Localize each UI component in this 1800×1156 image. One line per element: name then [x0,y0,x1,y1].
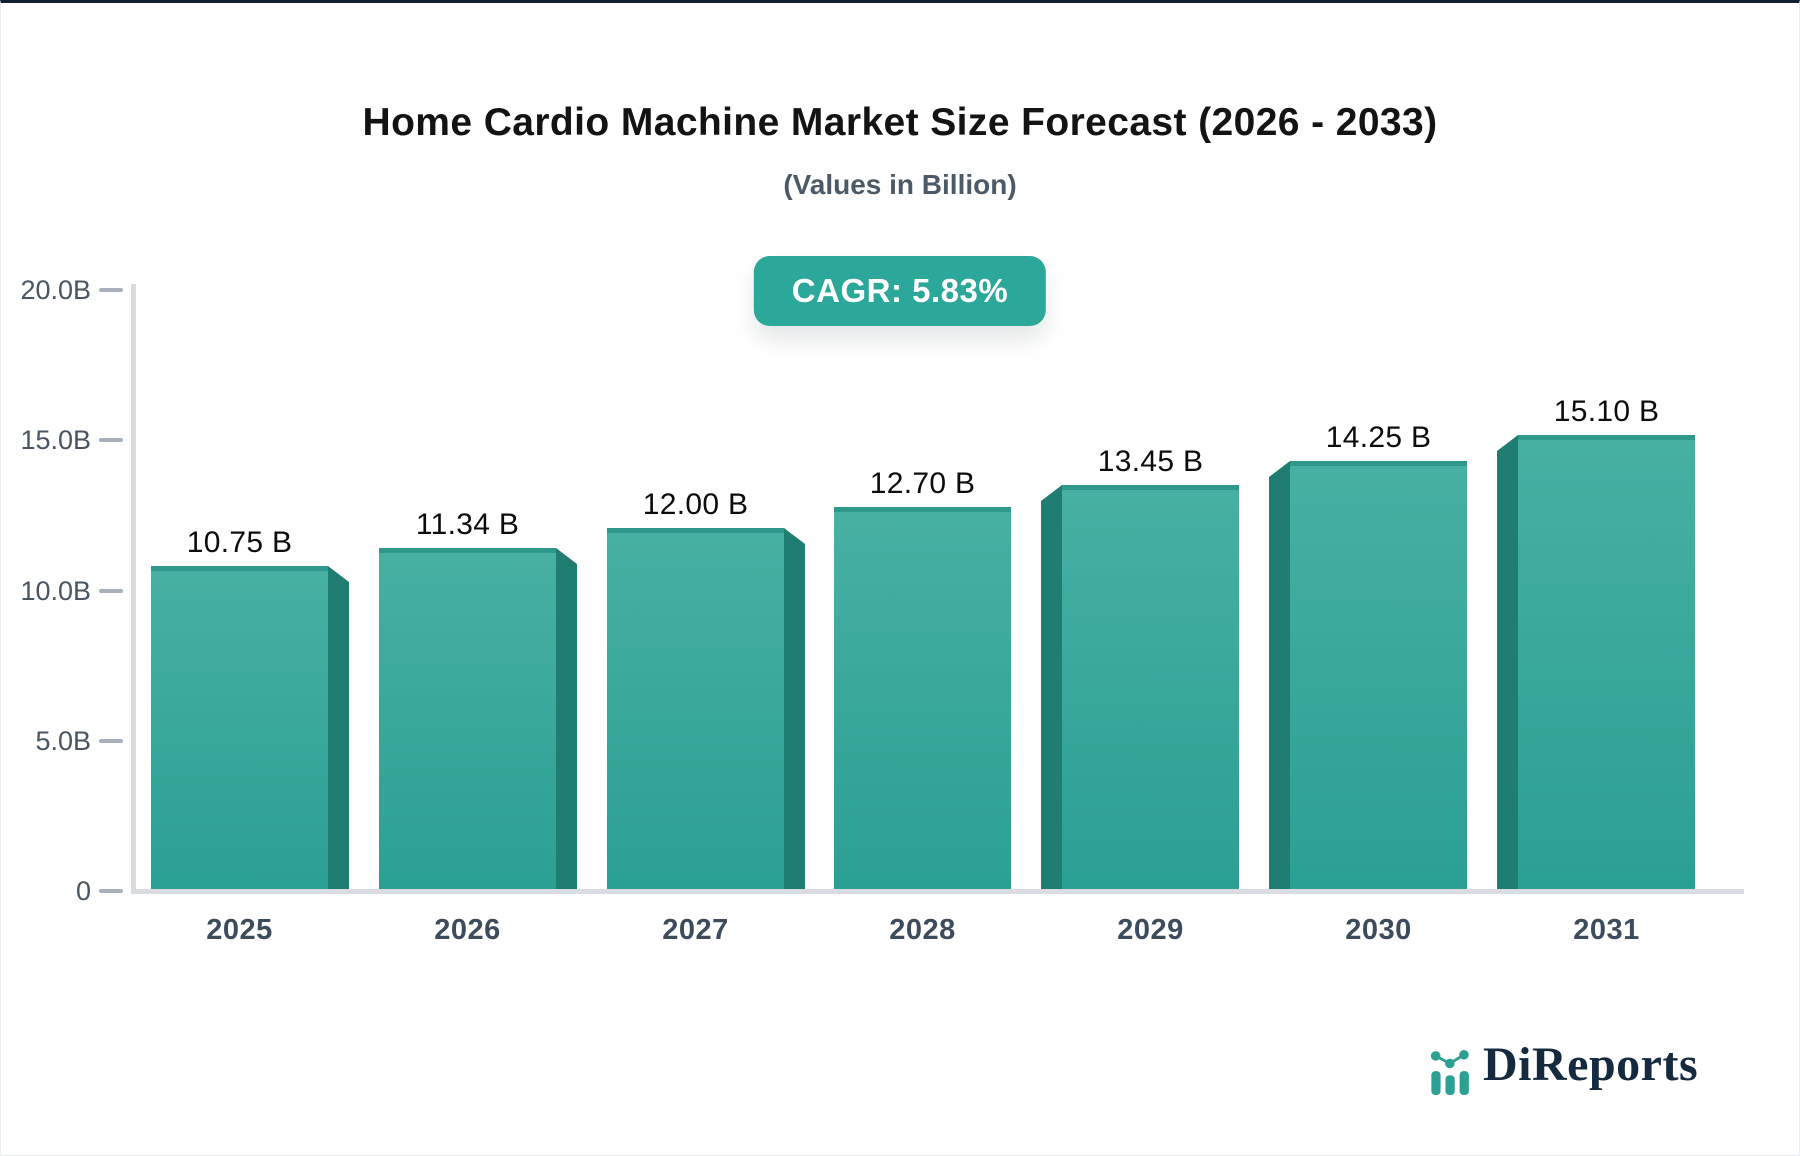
bar-value-label: 11.34 B [415,508,520,541]
y-tick-mark [99,589,123,593]
bar-value-label: 12.00 B [642,488,749,521]
y-axis-line [131,284,136,894]
mini-bar-chart-icon [1431,1050,1469,1095]
x-axis-category-label: 2029 [1117,914,1184,946]
bar-3d-side-2031 [1497,435,1518,889]
bar-2030 [1290,461,1467,889]
y-tick-label: 15.0B [20,425,91,455]
y-tick-mark [99,438,123,442]
y-tick-label: 10.0B [20,576,91,606]
bar-2025 [151,566,328,889]
brand-name: DiReports [1483,1038,1699,1091]
bar-3d-side-2029 [1041,485,1062,889]
bar-value-label: 13.45 B [1097,445,1204,478]
cagr-badge: CAGR: 5.83% [753,256,1047,326]
bar-3d-side-2030 [1269,461,1290,889]
y-tick-label: 5.0B [35,726,91,756]
bar-2031 [1518,435,1695,889]
bar-value-label: 10.75 B [186,526,293,559]
x-axis-category-label: 2031 [1573,914,1640,946]
bar-chart-plot-area: 20.0B 15.0B 10.0B 5.0B 0 10.75 B 2025 11.34 B 20… [1,3,1799,1155]
bar-value-label: 12.70 B [869,467,976,500]
x-axis-category-label: 2027 [662,914,729,946]
y-tick-mark [99,739,123,743]
x-axis-baseline [131,889,1744,894]
x-axis-category-label: 2025 [206,914,273,946]
x-axis-category-label: 2026 [434,914,501,946]
bar-2026 [379,548,556,889]
y-tick-mark [99,288,123,292]
bar-value-label: 14.25 B [1325,421,1432,454]
chart-subtitle: (Values in Billion) [783,169,1017,200]
y-tick-label: 20.0B [20,275,91,305]
bar-value-label: 15.10 B [1553,395,1660,428]
brand-logo: DiReports [1431,1038,1699,1095]
x-axis-category-label: 2030 [1345,914,1412,946]
bar-2027 [607,528,784,889]
bar-3d-side-2026 [556,548,577,889]
y-tick-label: 0 [75,876,91,906]
x-axis-category-label: 2028 [889,914,956,946]
bar-2029 [1062,485,1239,889]
bar-3d-side-2025 [328,566,349,889]
bar-3d-side-2027 [784,528,805,889]
bar-2028 [834,507,1011,889]
chart-title: Home Cardio Machine Market Size Forecast… [362,101,1438,144]
y-tick-mark [99,889,123,893]
